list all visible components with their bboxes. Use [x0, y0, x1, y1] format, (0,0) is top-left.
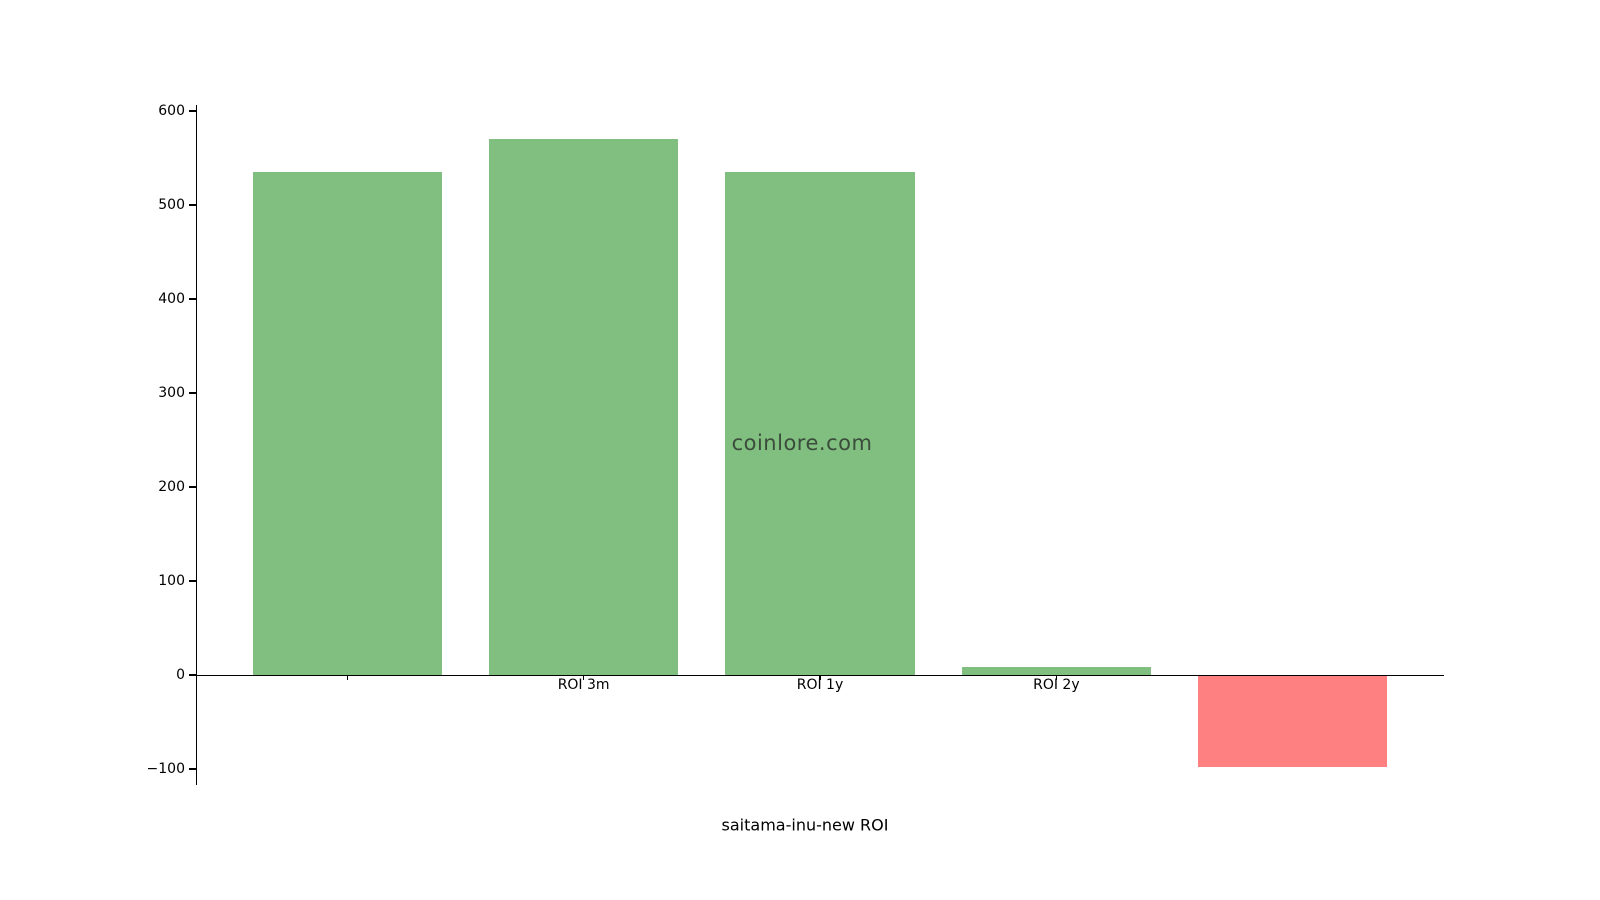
- bar-unlabeled-0: [252, 172, 442, 675]
- x-axis-tick: [346, 675, 348, 680]
- y-axis-tick: [189, 110, 196, 112]
- x-axis-tick: [583, 675, 585, 680]
- x-axis-category-label: ROI 3m: [557, 677, 610, 693]
- x-axis-line: [196, 675, 1444, 677]
- y-axis-tick: [189, 768, 196, 770]
- y-axis-spine: [196, 105, 198, 785]
- x-axis-tick: [1055, 675, 1057, 680]
- bar-roi-2y: [961, 667, 1151, 675]
- y-axis-tick: [189, 392, 196, 394]
- y-axis-tick-label: 500: [158, 197, 185, 213]
- x-axis-category-label: ROI 2y: [1033, 677, 1080, 693]
- chart-title: saitama-inu-new ROI: [721, 815, 889, 835]
- y-axis-tick-label: 0: [176, 667, 185, 683]
- bar-unlabeled-4: [1198, 675, 1388, 768]
- y-axis-tick: [189, 580, 196, 582]
- y-axis-tick-label: 600: [158, 103, 185, 119]
- y-axis-tick-label: −100: [146, 761, 185, 777]
- x-axis-tick: [819, 675, 821, 680]
- y-axis-tick-label: 400: [158, 291, 185, 307]
- y-axis-tick: [189, 298, 196, 300]
- y-axis-tick: [189, 486, 196, 488]
- bar-roi-3m: [489, 139, 679, 675]
- y-axis-tick: [189, 204, 196, 206]
- bar-roi-1y: [725, 172, 915, 675]
- y-axis-tick: [189, 674, 196, 676]
- y-axis-tick-label: 300: [158, 385, 185, 401]
- y-axis-tick-label: 100: [158, 573, 185, 589]
- y-axis-tick-label: 200: [158, 479, 185, 495]
- watermark-text: coinlore.com: [731, 431, 873, 455]
- x-axis-category-label: ROI 1y: [796, 677, 844, 693]
